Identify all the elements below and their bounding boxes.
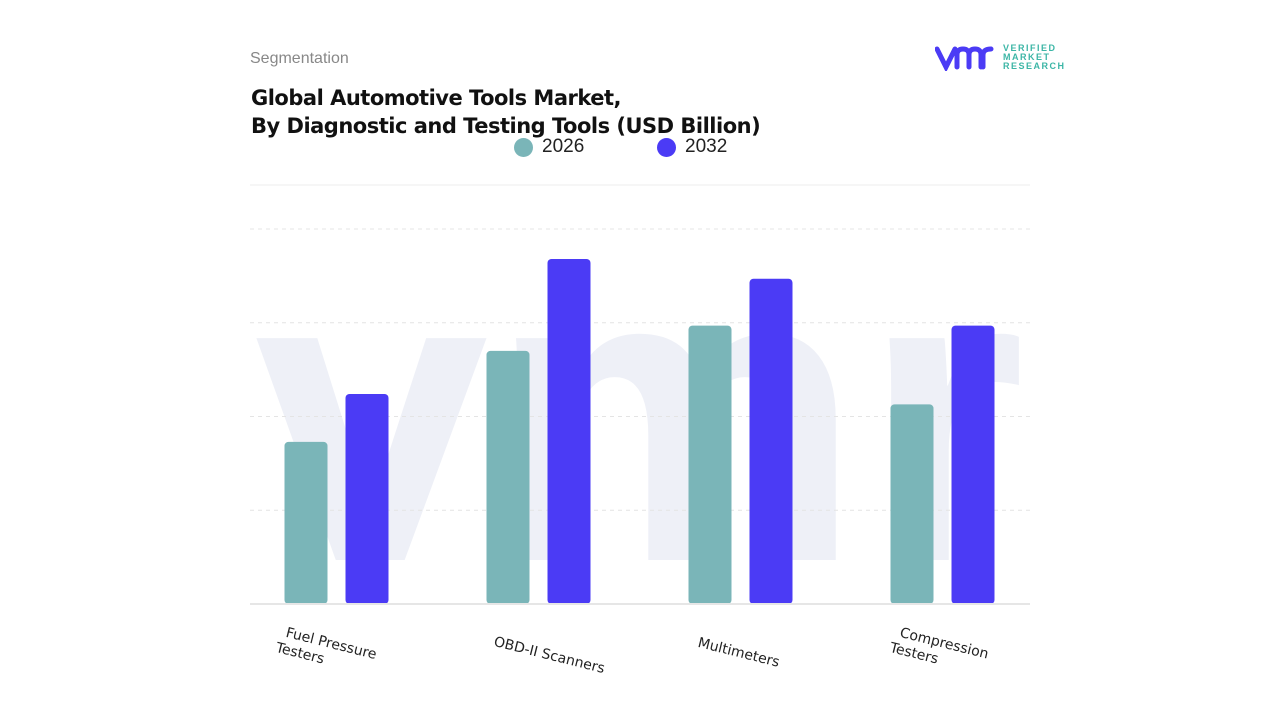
- bar-2032: [345, 394, 389, 604]
- logo-text: MARKET: [1003, 52, 1051, 62]
- legend-label: 2032: [685, 136, 728, 157]
- chart-title: Global Automotive Tools Market, By Diagn…: [251, 84, 761, 140]
- bar-2026: [284, 441, 328, 604]
- vmr-logo-icon: [935, 45, 994, 71]
- bar-2026: [486, 350, 530, 604]
- title-line-1: Global Automotive Tools Market,: [251, 86, 622, 110]
- legend-item-2032: 2032: [657, 136, 727, 158]
- logo-text: VERIFIED: [1003, 43, 1057, 53]
- bar-2026: [688, 325, 732, 604]
- bar-2026: [890, 404, 934, 604]
- legend-item-2026: 2026: [514, 136, 584, 158]
- legend-label: 2026: [542, 136, 585, 157]
- title-line-2: By Diagnostic and Testing Tools (USD Bil…: [251, 114, 761, 138]
- vmr-logo: VERIFIED MARKET RESEARCH: [935, 44, 1066, 71]
- bar-2032: [951, 325, 995, 604]
- legend-swatch-2032: [657, 137, 676, 157]
- legend-swatch-2026: [514, 137, 533, 157]
- bar-2032: [749, 278, 793, 604]
- logo-text: RESEARCH: [1003, 61, 1066, 71]
- segment-label: Segmentation: [250, 50, 349, 67]
- bar-2032: [547, 259, 591, 604]
